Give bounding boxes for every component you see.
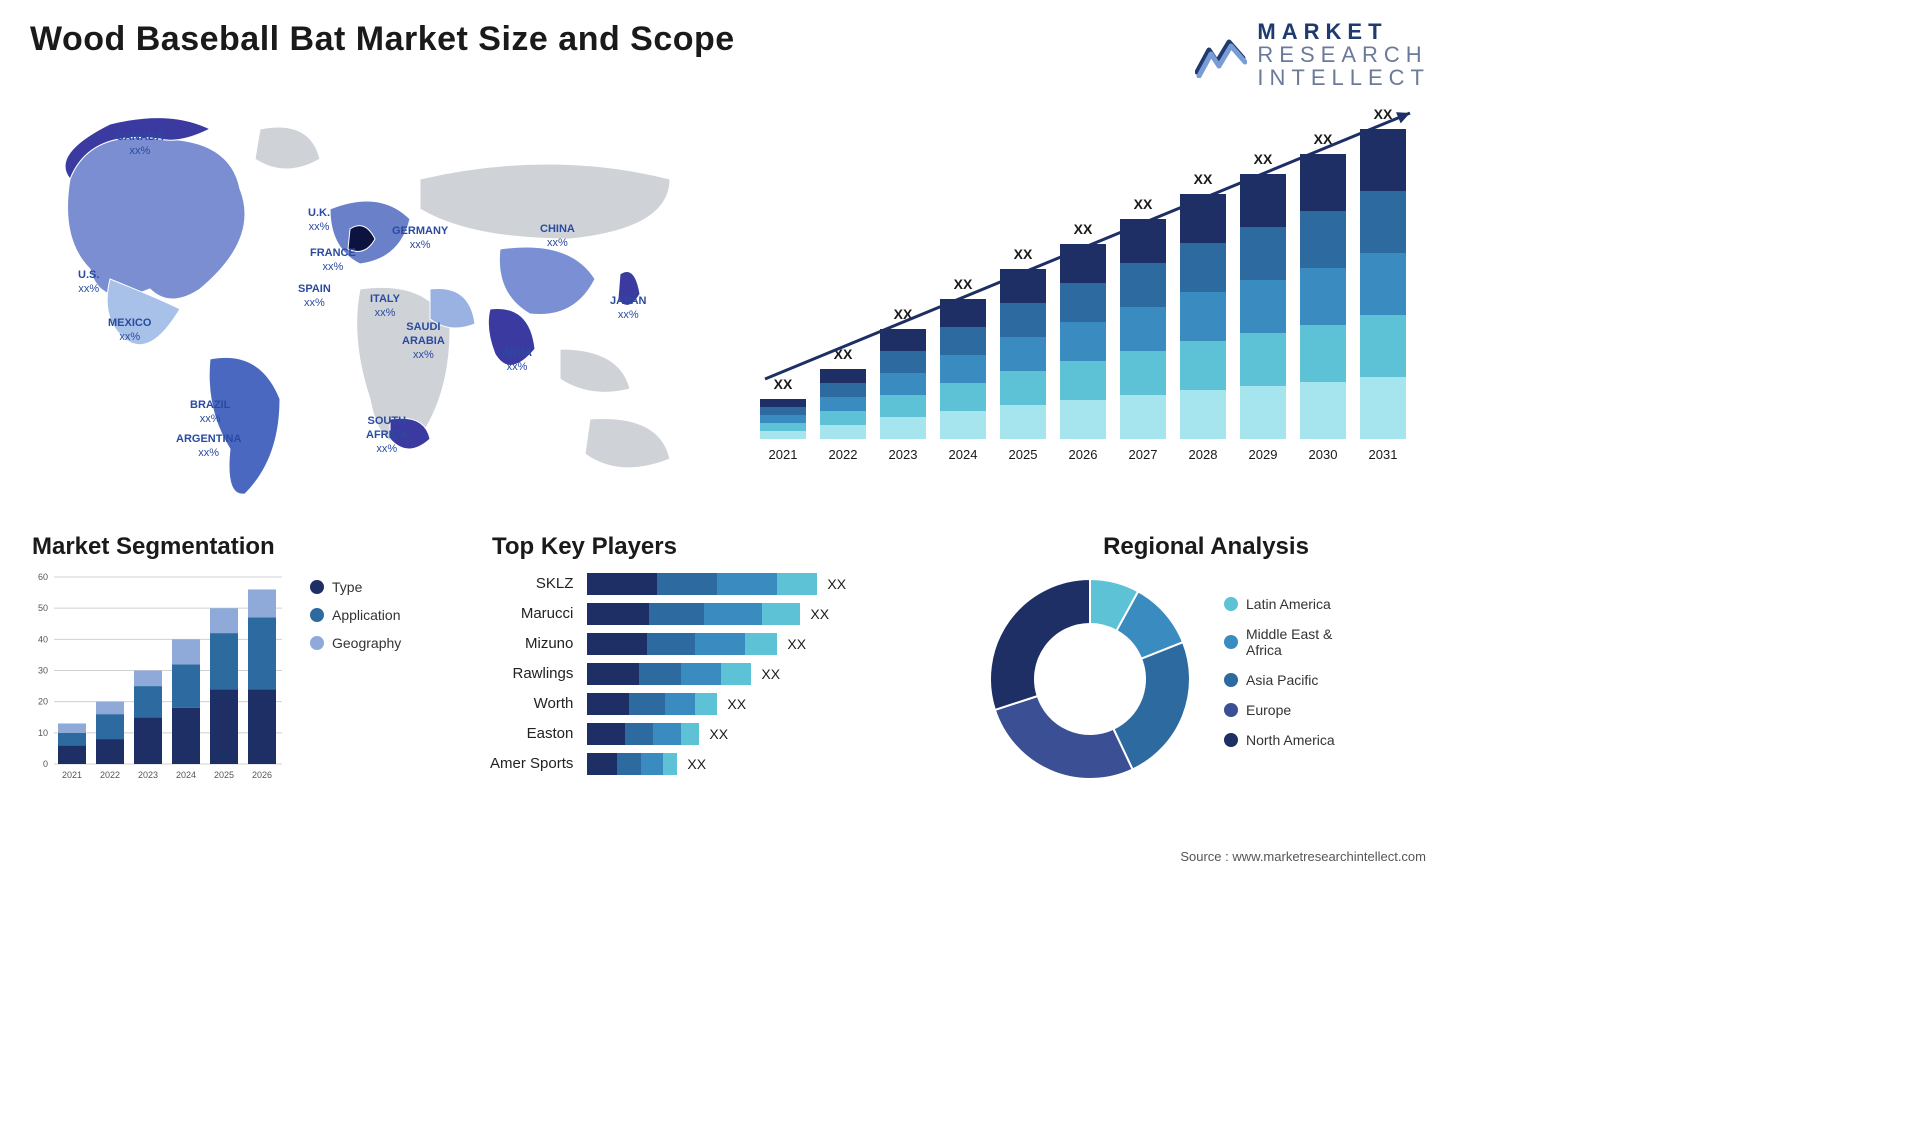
player-bar-row: XX [587,749,846,779]
player-name: Worth [490,689,573,719]
regional-title: Regional Analysis [982,533,1430,561]
player-bar-row: XX [587,719,846,749]
legend-item: Application [310,607,401,623]
svg-text:XX: XX [774,376,793,392]
map-callout: SOUTHAFRICAxx% [366,415,408,456]
svg-text:XX: XX [1134,196,1153,212]
svg-text:2025: 2025 [1009,447,1038,462]
svg-text:2021: 2021 [769,447,798,462]
regional-donut-chart [980,569,1200,789]
svg-text:2023: 2023 [138,770,158,780]
svg-text:2025: 2025 [214,770,234,780]
player-name: Easton [490,719,573,749]
segmentation-chart: 0 10 20 30 40 50 60 2021 2022 2023 2024 2025 2026 [30,569,290,789]
growth-chart-panel: XX 2021 XX 2022 XX 2023 XX 2024 XX 2025 XX 2026 XX 20… [750,99,1430,509]
svg-text:2022: 2022 [829,447,858,462]
regional-legend: Latin America Middle East &Africa Asia Pac… [1224,596,1335,762]
svg-text:60: 60 [38,572,48,582]
legend-item: Geography [310,635,401,651]
map-callout: MEXICOxx% [108,317,151,345]
svg-text:40: 40 [38,635,48,645]
svg-text:2023: 2023 [889,447,918,462]
segmentation-legend: Type Application Geography [310,569,401,789]
logo-line1: MARKET [1257,20,1430,43]
brand-logo: MARKET RESEARCH INTELLECT [1195,20,1430,89]
svg-text:XX: XX [1074,221,1093,237]
map-callout: U.K.xx% [308,207,330,235]
legend-item: Asia Pacific [1224,672,1335,688]
svg-text:XX: XX [954,276,973,292]
player-bar-row: XX [587,629,846,659]
legend-item: Type [310,579,401,595]
world-map-panel: CANADAxx% U.S.xx% MEXICOxx% BRAZILxx% ARGENT… [30,99,710,509]
svg-text:XX: XX [1254,151,1273,167]
map-callout: U.S.xx% [78,269,99,297]
svg-text:XX: XX [1014,246,1033,262]
players-title: Top Key Players [492,533,950,561]
legend-item: Europe [1224,702,1335,718]
players-bars-chart: XXXXXXXXXXXXXX [587,569,846,779]
svg-text:20: 20 [38,697,48,707]
svg-text:10: 10 [38,728,48,738]
player-bar-row: XX [587,659,846,689]
map-callout: FRANCExx% [310,247,356,275]
map-callout: CANADAxx% [116,131,164,159]
svg-text:2031: 2031 [1369,447,1398,462]
player-bar-row: XX [587,599,846,629]
svg-text:XX: XX [1194,171,1213,187]
svg-text:2026: 2026 [252,770,272,780]
player-name: Mizuno [490,629,573,659]
map-callout: BRAZILxx% [190,399,230,427]
svg-text:2024: 2024 [949,447,978,462]
player-bar-row: XX [587,689,846,719]
legend-item: Middle East &Africa [1224,626,1335,658]
svg-text:50: 50 [38,603,48,613]
logo-icon [1195,32,1247,78]
svg-text:2022: 2022 [100,770,120,780]
svg-text:2026: 2026 [1069,447,1098,462]
map-callout: ARGENTINAxx% [176,433,241,461]
svg-text:30: 30 [38,666,48,676]
map-callout: CHINAxx% [540,223,575,251]
legend-item: Latin America [1224,596,1335,612]
svg-text:2024: 2024 [176,770,196,780]
map-callout: ITALYxx% [370,293,400,321]
map-callout: SAUDIARABIAxx% [402,321,445,362]
player-name: Marucci [490,599,573,629]
player-name: Rawlings [490,659,573,689]
map-callout: GERMANYxx% [392,225,448,253]
players-labels: SKLZMarucciMizunoRawlingsWorthEastonAmer… [490,569,573,779]
source-label: Source : www.marketresearchintellect.com [1180,849,1426,864]
logo-line2: RESEARCH [1257,43,1430,66]
svg-text:2027: 2027 [1129,447,1158,462]
map-callout: JAPANxx% [610,295,646,323]
segmentation-title: Market Segmentation [32,533,460,561]
svg-text:2029: 2029 [1249,447,1278,462]
legend-item: North America [1224,732,1335,748]
svg-text:2028: 2028 [1189,447,1218,462]
player-bar-row: XX [587,569,846,599]
logo-line3: INTELLECT [1257,66,1430,89]
svg-text:0: 0 [43,759,48,769]
svg-text:2030: 2030 [1309,447,1338,462]
map-callout: SPAINxx% [298,283,331,311]
map-callout: INDIAxx% [502,347,532,375]
player-name: SKLZ [490,569,573,599]
growth-bar-chart: XX 2021 XX 2022 XX 2023 XX 2024 XX 2025 XX 2026 XX 20… [750,99,1430,479]
page-title: Wood Baseball Bat Market Size and Scope [30,20,735,59]
player-name: Amer Sports [490,749,573,779]
svg-text:2021: 2021 [62,770,82,780]
